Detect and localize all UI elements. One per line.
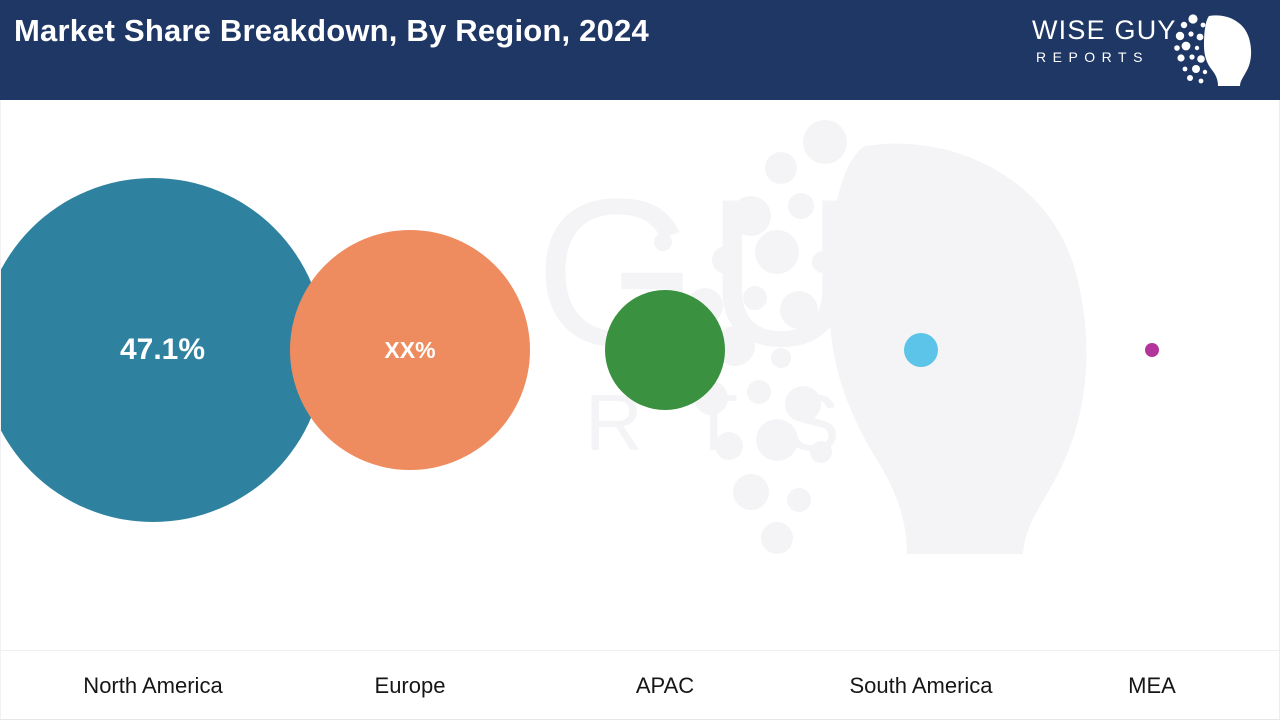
bubble-plot-area: GUY RTS — [0, 100, 1280, 650]
axis-label-north-america: North America — [83, 673, 223, 698]
chart-header: Market Share Breakdown, By Region, 2024 … — [0, 0, 1280, 100]
axis-label-apac: APAC — [635, 673, 695, 698]
logo-wordmark: WISE GUY — [1032, 15, 1177, 45]
bubble-mea[interactable] — [1145, 343, 1159, 357]
dotted-head-profile-icon — [1174, 14, 1252, 86]
frame-border-left — [0, 100, 1, 720]
axis-label-south-america: South America — [849, 673, 993, 698]
bubble-label-north-america: 47.1% — [119, 333, 206, 366]
axis-label-europe: Europe — [374, 673, 446, 698]
bubble-apac[interactable] — [605, 290, 725, 410]
bubble-europe[interactable]: XX% — [290, 230, 530, 470]
brand-logo: WISE GUY REPORTS — [1032, 12, 1262, 86]
bubble-north-america[interactable]: 47.1% — [0, 178, 325, 522]
bubble-label-europe: XX% — [384, 336, 436, 363]
page-title: Market Share Breakdown, By Region, 2024 — [14, 13, 649, 48]
logo-tagline: REPORTS — [1036, 49, 1149, 65]
bubble-south-america[interactable] — [904, 333, 938, 367]
axis-label-row: North America Europe APAC South America … — [0, 650, 1280, 719]
axis-label-mea: MEA — [1128, 673, 1176, 698]
